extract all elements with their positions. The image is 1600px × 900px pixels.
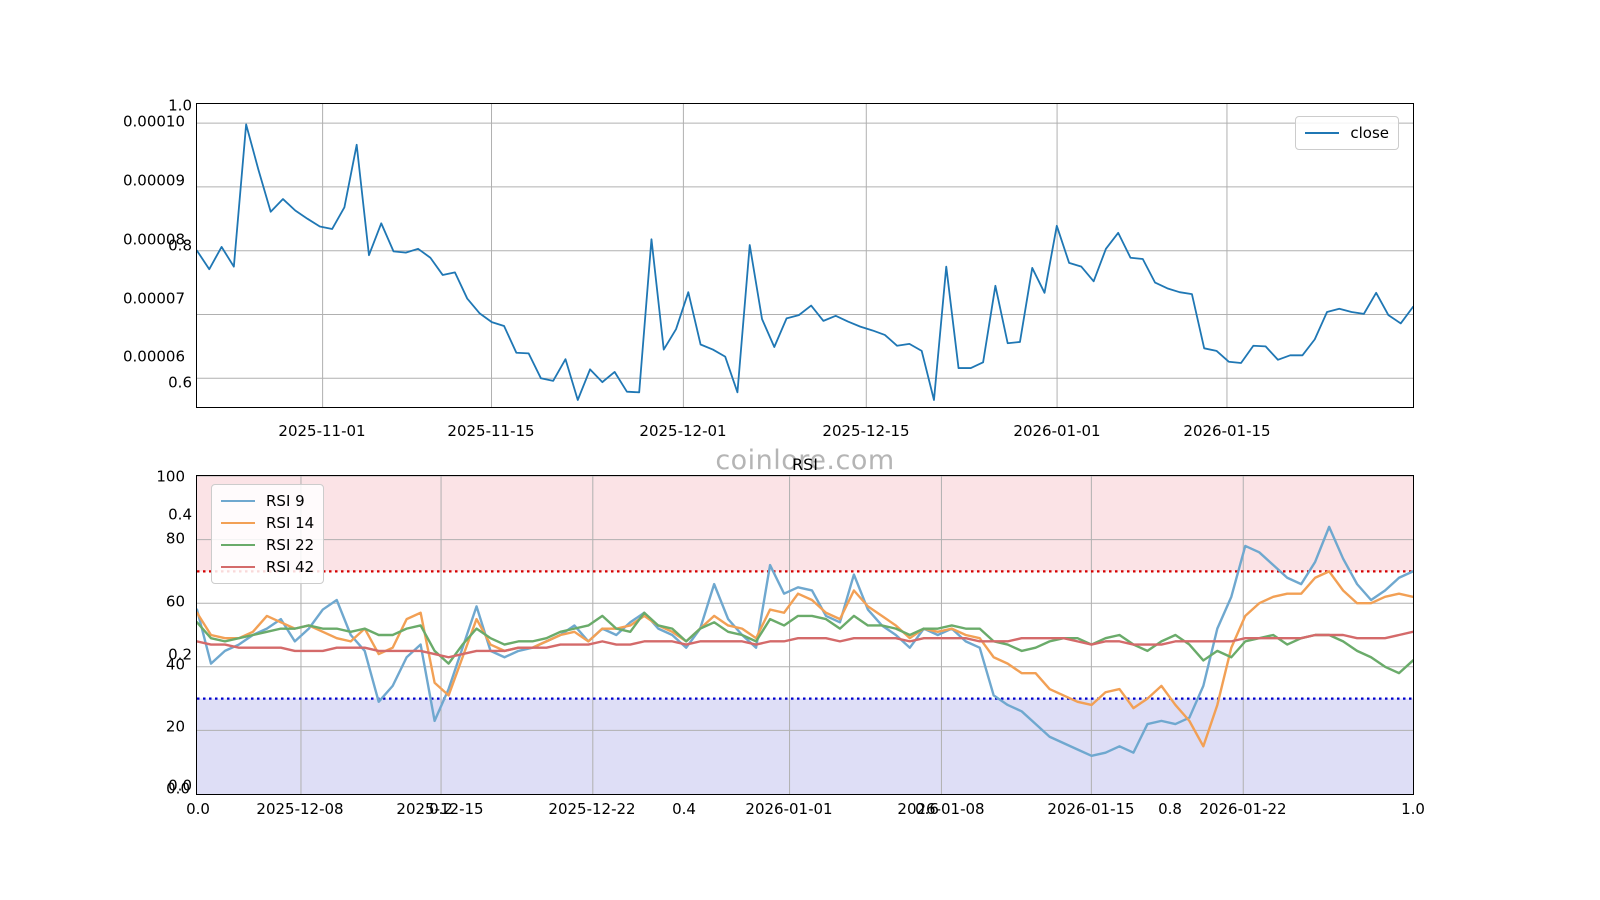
- price-ghost-ytick-0: 1.0: [168, 96, 192, 115]
- rsi-ghost-ytick-0: 0.4: [168, 505, 192, 524]
- legend-label-rsi-22: RSI 22: [266, 536, 315, 554]
- legend-label-rsi-9: RSI 9: [266, 492, 305, 510]
- rsi14-line-swatch: [221, 522, 255, 524]
- price-ytick-2: 0.00008: [122, 230, 185, 249]
- price-xtick-5: 2026-01-15: [1183, 422, 1271, 440]
- rsi-14-line: [197, 571, 1413, 746]
- rsi-chart-title: RSI: [792, 455, 818, 474]
- price-chart-legend: close: [1295, 116, 1399, 150]
- rsi-ghost-origin-label: 0.0: [166, 779, 190, 798]
- rsi9-line-swatch: [221, 500, 255, 502]
- price-xtick-2: 2025-12-01: [639, 422, 727, 440]
- price-ytick-3: 0.00007: [122, 289, 185, 308]
- legend-item-rsi-14[interactable]: RSI 14: [221, 512, 314, 534]
- rsi-9-line: [197, 527, 1413, 756]
- rsi-ghost-xtick-2: 0.4: [672, 800, 696, 818]
- overbought-band: [197, 476, 1413, 572]
- price-xtick-4: 2026-01-01: [1013, 422, 1101, 440]
- price-ytick-1: 0.00009: [122, 171, 185, 190]
- oversold-band: [197, 698, 1413, 794]
- rsi-42-line: [197, 632, 1413, 657]
- rsi-ytick-1: 80: [165, 529, 185, 548]
- rsi-ytick-2: 60: [165, 592, 185, 611]
- rsi-ytick-4: 20: [165, 717, 185, 736]
- rsi-22-line: [197, 613, 1413, 673]
- legend-label-close: close: [1350, 124, 1389, 142]
- rsi-xtick-0: 2025-12-08: [256, 800, 344, 818]
- rsi-chart-legend: RSI 9 RSI 14 RSI 22 RSI 42: [211, 484, 325, 584]
- rsi-xtick-4: 2026-01-08: [897, 800, 985, 818]
- price-xtick-0: 2025-11-01: [278, 422, 366, 440]
- rsi-ghost-ytick-2: 0.0: [168, 776, 192, 795]
- rsi-xtick-5: 2026-01-15: [1047, 800, 1135, 818]
- legend-label-rsi-42: RSI 42: [266, 558, 315, 576]
- rsi-ghost-xtick-3: 0.6: [915, 800, 939, 818]
- price-chart-panel: close: [196, 103, 1414, 408]
- rsi-ghost-xtick-4: 0.8: [1158, 800, 1182, 818]
- rsi-ytick-0: 100: [156, 467, 185, 486]
- rsi-ytick-3: 40: [165, 655, 185, 674]
- legend-item-rsi-22[interactable]: RSI 22: [221, 534, 314, 556]
- legend-item-close[interactable]: close: [1305, 122, 1389, 144]
- watermark: coinlore.com: [715, 445, 895, 476]
- legend-label-rsi-14: RSI 14: [266, 514, 315, 532]
- rsi-xtick-2: 2025-12-22: [548, 800, 636, 818]
- legend-item-rsi-42[interactable]: RSI 42: [221, 556, 314, 578]
- rsi-xtick-1: 2025-12-15: [396, 800, 484, 818]
- price-xtick-1: 2025-11-15: [447, 422, 535, 440]
- price-plot-area: [197, 104, 1413, 407]
- rsi-xtick-3: 2026-01-01: [745, 800, 833, 818]
- price-ytick-4: 0.00006: [122, 347, 185, 366]
- rsi-plot-area: [197, 476, 1413, 794]
- rsi-ghost-xtick-5: 1.0: [1401, 800, 1425, 818]
- price-ytick-0: 0.00010: [122, 112, 185, 131]
- rsi-ghost-xtick-0: 0.0: [186, 800, 210, 818]
- close-price-line: [197, 124, 1413, 400]
- price-ghost-ytick-1: 0.8: [168, 236, 192, 255]
- rsi42-line-swatch: [221, 566, 255, 568]
- rsi-xtick-6: 2026-01-22: [1199, 800, 1287, 818]
- rsi-chart-panel: RSI 9 RSI 14 RSI 22 RSI 42: [196, 475, 1414, 795]
- price-ghost-ytick-2: 0.6: [168, 373, 192, 392]
- close-line-swatch: [1305, 132, 1340, 134]
- rsi-ghost-xtick-1: 0.2: [429, 800, 453, 818]
- rsi22-line-swatch: [221, 544, 255, 546]
- rsi-ghost-ytick-1: 0.2: [168, 645, 192, 664]
- legend-item-rsi-9[interactable]: RSI 9: [221, 490, 314, 512]
- price-xtick-3: 2025-12-15: [822, 422, 910, 440]
